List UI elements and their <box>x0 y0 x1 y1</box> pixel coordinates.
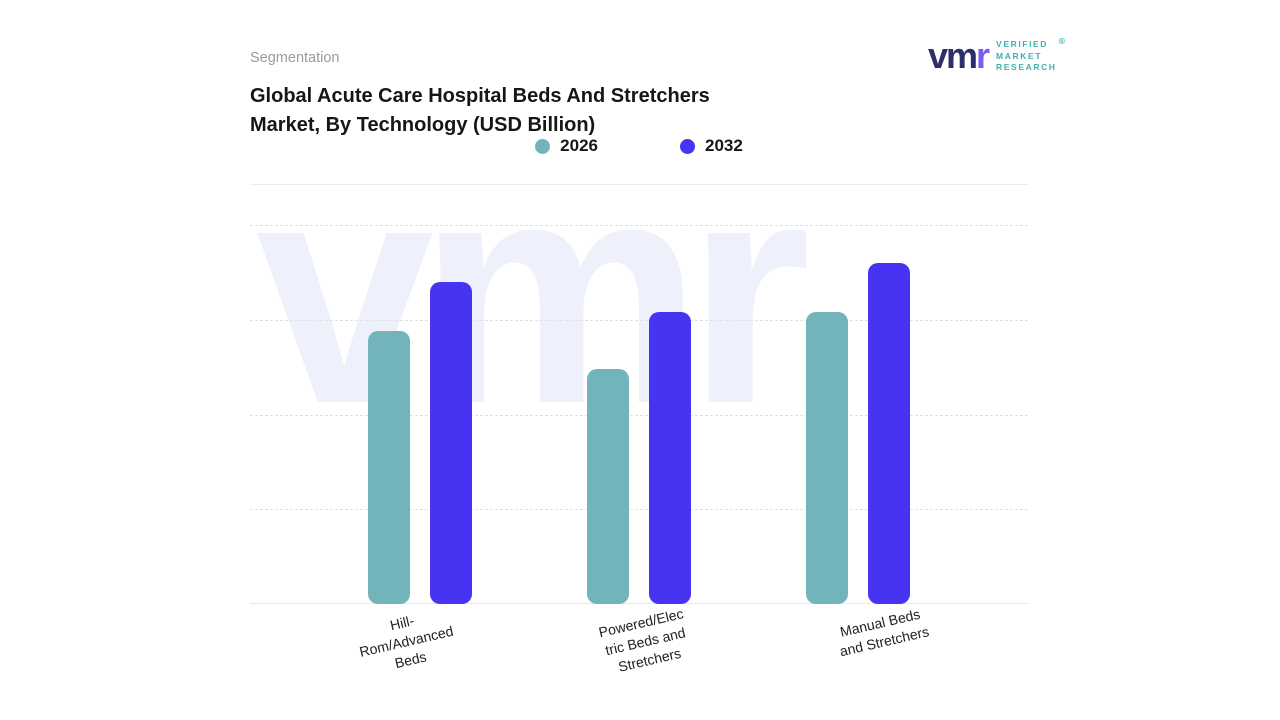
category-label-3: Manual Beds and Stretchers <box>838 605 931 660</box>
legend-item-2032: 2032 <box>680 136 743 156</box>
plot-area <box>250 225 1028 604</box>
registered-mark: ® <box>1058 36 1067 47</box>
header-divider <box>250 184 1028 185</box>
logo-line-research: RESEARCH <box>996 62 1057 73</box>
x-axis-labels: Hill- Rom/Advanced Beds Powered/Elec tric… <box>250 605 1028 674</box>
vmr-monogram-icon: vmr <box>928 35 990 76</box>
gridline <box>250 225 1028 226</box>
chart-title: Global Acute Care Hospital Beds And Stre… <box>250 82 850 140</box>
gridline <box>250 414 1028 416</box>
chart-title-line1: Global Acute Care Hospital Beds And Stre… <box>250 85 710 107</box>
vmr-logo-text: VERIFIED MARKET RESEARCH ® <box>996 36 1067 73</box>
chart-title-line2: Market, By Technology (USD Billion) <box>250 114 596 136</box>
vmr-logo: vmr VERIFIED MARKET RESEARCH ® <box>928 35 1067 76</box>
bar-2026-category-2 <box>586 369 629 604</box>
gridline <box>250 319 1028 321</box>
bar-group-3 <box>806 225 911 604</box>
logo-line-market: MARKET <box>996 50 1043 61</box>
legend-swatch-icon <box>535 138 551 154</box>
bar-2032-category-2 <box>648 312 691 604</box>
category-label-1: Hill- Rom/Advanced Beds <box>357 612 455 671</box>
category-label-2: Powered/Elec tric Beds and Stretchers <box>597 605 687 675</box>
bar-2026-category-3 <box>806 312 849 604</box>
chart-legend: 2026 2032 <box>250 136 1028 156</box>
bar-group-1 <box>367 225 472 604</box>
bar-chart: vmr <box>250 112 1028 604</box>
bar-2032-category-1 <box>429 281 472 604</box>
legend-label: 2026 <box>560 136 598 155</box>
legend-label: 2032 <box>705 136 743 155</box>
legend-swatch-icon <box>680 138 695 154</box>
bar-2032-category-3 <box>868 262 911 604</box>
segmentation-label: Segmentation <box>250 50 340 66</box>
legend-item-2026: 2026 <box>535 136 598 156</box>
gridline <box>250 509 1028 511</box>
bar-2026-category-1 <box>367 331 410 604</box>
bar-group-2 <box>586 225 691 604</box>
logo-line-verified: VERIFIED <box>996 39 1049 50</box>
x-axis-line <box>250 603 1028 604</box>
